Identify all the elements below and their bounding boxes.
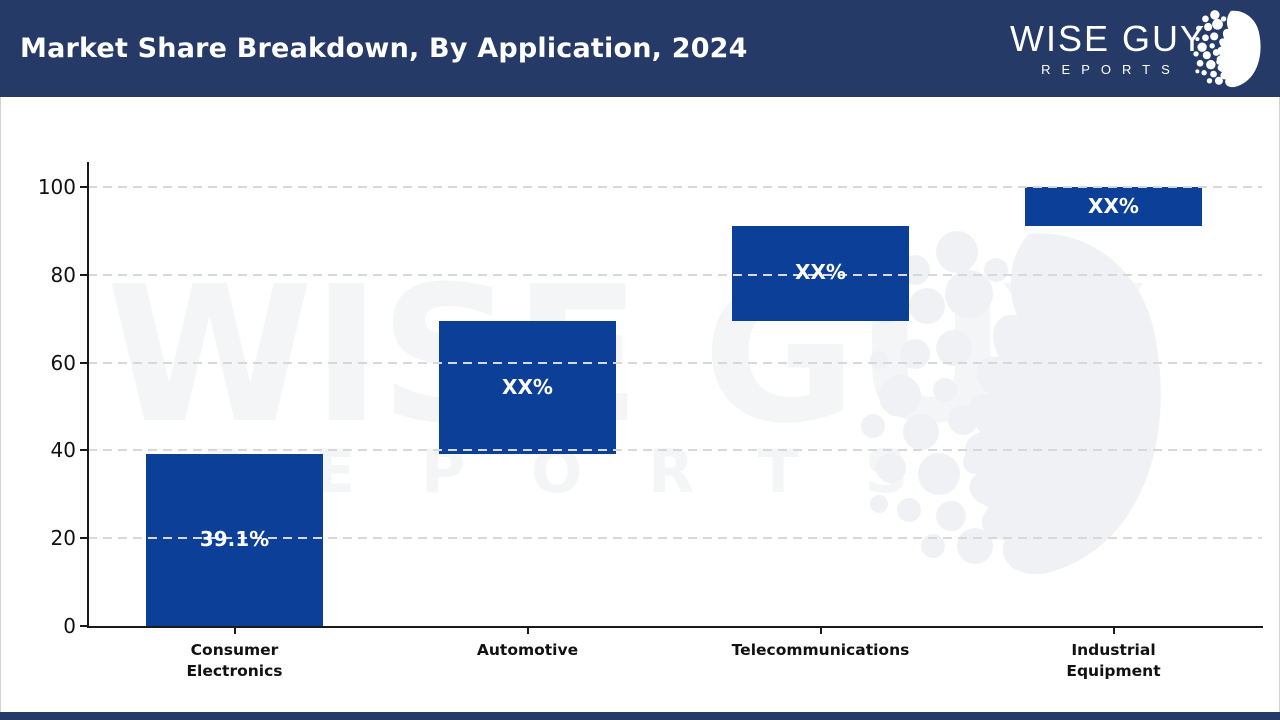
- header-bar: Market Share Breakdown, By Application, …: [0, 0, 1280, 97]
- y-tick-label: 100: [37, 175, 76, 199]
- gridline-80: [88, 273, 1262, 276]
- logo-face-icon: [1192, 8, 1266, 89]
- y-tick-label: 80: [50, 262, 76, 287]
- y-tick-mark: [80, 361, 88, 364]
- x-category-label-line: Equipment: [1066, 662, 1161, 680]
- logo-subtitle: REPORTS: [1041, 61, 1181, 77]
- gridline-60: [88, 361, 1262, 364]
- x-category-label: Consumer Electronics: [120, 640, 350, 682]
- page-title: Market Share Breakdown, By Application, …: [20, 33, 748, 64]
- x-category-label: Automotive: [413, 640, 643, 661]
- x-tick-mark: [819, 626, 822, 634]
- x-category-label-line: Automotive: [476, 641, 579, 659]
- bar-consumer-electronics: [146, 454, 323, 626]
- bar-value-label: XX%: [795, 260, 846, 285]
- x-category-label-line: Electronics: [186, 662, 283, 680]
- bar-value-label: XX%: [1088, 193, 1139, 218]
- y-tick-mark: [80, 273, 88, 276]
- y-tick-mark: [80, 537, 88, 540]
- logo-wordmark: WISE GUY: [1009, 17, 1206, 59]
- y-tick-label: 60: [50, 350, 76, 375]
- gridline-20: [88, 537, 1262, 540]
- x-category-label-line: Industrial: [1071, 641, 1156, 659]
- gridline-100: [88, 186, 1262, 188]
- watermark-text: WISE GUY: [106, 246, 1142, 465]
- x-tick-mark: [526, 626, 529, 634]
- logo-text: WISE GUY REPORTS: [1009, 17, 1206, 77]
- bar-value-label: XX%: [502, 374, 553, 399]
- x-category-label: Industrial Equipment: [999, 640, 1229, 682]
- y-tick-label: 40: [50, 438, 76, 463]
- y-tick-mark: [80, 625, 88, 627]
- bar-value-label: 39.1%: [199, 527, 270, 552]
- bar-automotive: [439, 320, 616, 455]
- x-tick-mark: [233, 626, 236, 634]
- x-category-label-line: Telecommunications: [731, 641, 910, 659]
- y-tick-label: 0: [63, 614, 76, 638]
- x-axis-line: [87, 626, 1263, 628]
- y-tick-mark: [80, 186, 88, 188]
- x-tick-mark: [1112, 626, 1115, 634]
- logo: WISE GUY REPORTS: [1010, 8, 1280, 89]
- x-category-label-line: Consumer: [190, 641, 279, 659]
- footer-bar: [0, 712, 1280, 720]
- gridline-40: [88, 449, 1262, 452]
- y-tick-label: 20: [50, 526, 76, 551]
- y-axis-line: [87, 162, 89, 628]
- bar-industrial-equipment: [1025, 187, 1202, 227]
- y-tick-mark: [80, 449, 88, 452]
- x-category-label: Telecommunications: [706, 640, 936, 661]
